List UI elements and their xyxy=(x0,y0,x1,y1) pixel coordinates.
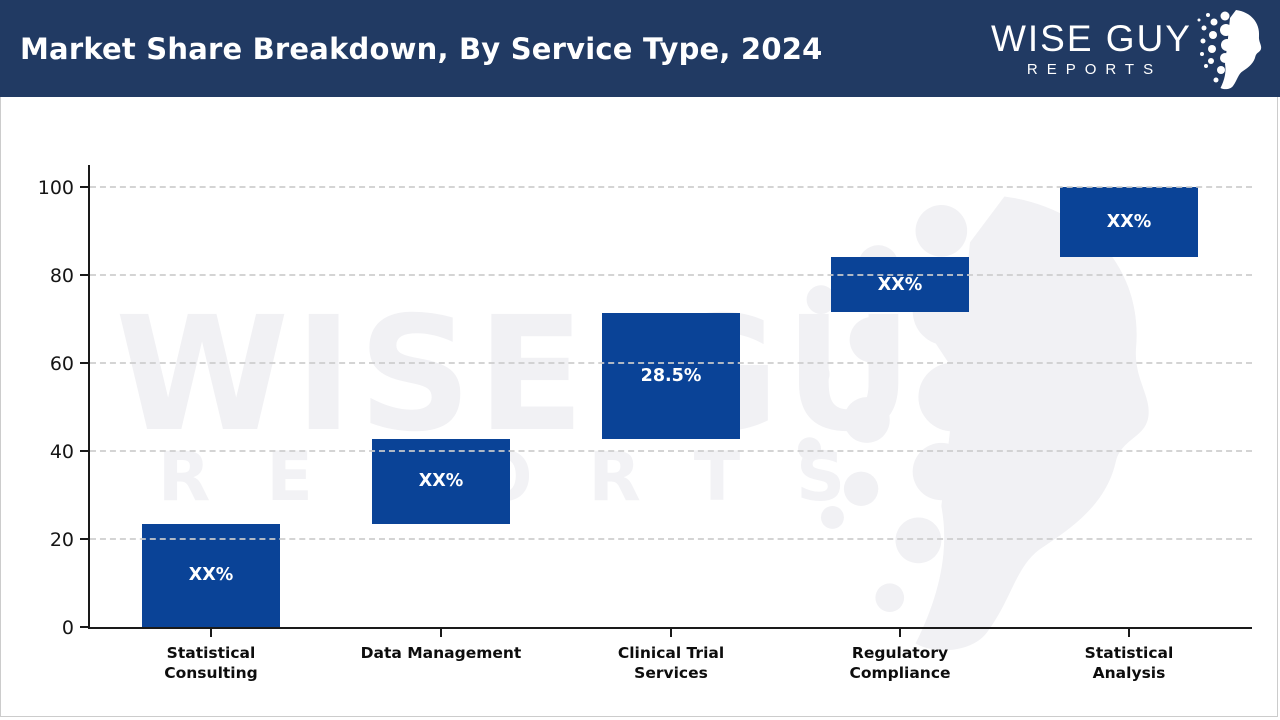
watermark-face-icon xyxy=(798,196,1149,651)
bar-value-label: XX% xyxy=(1106,211,1152,232)
bar-value-label: XX% xyxy=(877,274,923,295)
x-tick-mark xyxy=(440,629,442,637)
page-title: Market Share Breakdown, By Service Type,… xyxy=(20,31,823,66)
y-tick-mark xyxy=(80,626,88,628)
x-category-label: Statistical Analysis xyxy=(1029,643,1229,683)
gridline xyxy=(90,186,1252,188)
x-category-label-line: Data Management xyxy=(360,644,522,662)
gridline xyxy=(90,274,1252,276)
y-axis-line xyxy=(88,165,90,629)
gridline xyxy=(90,362,1252,364)
x-category-label-line: Consulting xyxy=(164,664,258,682)
brand-logo-text: WISE GUY REPORTS xyxy=(990,17,1192,78)
x-category-label-line: Compliance xyxy=(849,664,951,682)
y-tick-label: 60 xyxy=(49,353,74,375)
y-tick-mark xyxy=(80,362,88,364)
gridline xyxy=(90,538,1252,540)
header-bar: Market Share Breakdown, By Service Type,… xyxy=(0,0,1280,97)
y-tick-label: 100 xyxy=(37,177,74,199)
bar-segment xyxy=(372,438,510,524)
x-category-label: Statistical Consulting xyxy=(111,643,311,683)
y-tick-label: 20 xyxy=(49,529,74,551)
bar-segment xyxy=(602,312,740,439)
y-tick-label: 80 xyxy=(49,265,74,287)
bar-value-label: XX% xyxy=(418,471,464,492)
bar-segment xyxy=(1060,187,1198,257)
bar-segment xyxy=(142,523,280,627)
x-tick-mark xyxy=(899,629,901,637)
x-category-label-line: Regulatory xyxy=(851,644,949,662)
x-tick-mark xyxy=(670,629,672,637)
x-category-label-line: Clinical Trial xyxy=(617,644,725,662)
bar-value-label: XX% xyxy=(188,565,234,586)
y-tick-label: 40 xyxy=(49,441,74,463)
gridline xyxy=(90,450,1252,452)
y-tick-mark xyxy=(80,450,88,452)
x-category-label-line: Statistical xyxy=(1084,644,1174,662)
x-tick-mark xyxy=(210,629,212,637)
x-category-label-line: Services xyxy=(634,664,708,682)
brand-subname: REPORTS xyxy=(1026,60,1163,78)
y-tick-mark xyxy=(80,274,88,276)
y-tick-mark xyxy=(80,538,88,540)
bar-value-label: 28.5% xyxy=(640,365,702,386)
x-axis-line xyxy=(88,627,1252,629)
brand-logo: WISE GUY REPORTS xyxy=(991,8,1266,90)
brand-name: WISE GUY xyxy=(990,17,1192,59)
y-tick-label: 0 xyxy=(61,617,74,639)
brand-face-icon xyxy=(1197,9,1262,89)
x-category-label: Clinical Trial Services xyxy=(571,643,771,683)
x-category-label: Regulatory Compliance xyxy=(800,643,1000,683)
bar-segment xyxy=(831,256,969,313)
x-tick-mark xyxy=(1128,629,1130,637)
x-category-label-line: Analysis xyxy=(1092,664,1166,682)
x-category-label: Data Management xyxy=(341,643,541,663)
y-tick-mark xyxy=(80,186,88,188)
x-category-label-line: Statistical xyxy=(166,644,256,662)
